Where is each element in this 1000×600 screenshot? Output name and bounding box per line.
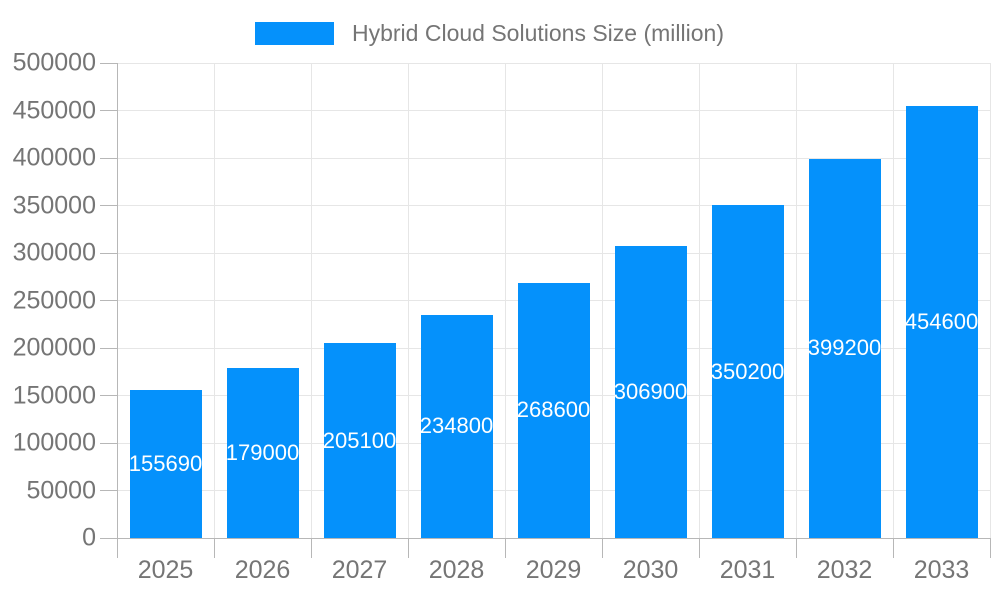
y-axis-tick [100, 537, 117, 539]
y-axis-tick-label: 250000 [12, 286, 96, 314]
bar: 399200 [807, 158, 882, 538]
y-axis-tick [100, 300, 117, 301]
x-axis-category-label: 2031 [719, 556, 776, 584]
y-axis-tick [100, 252, 117, 254]
bar-value-label: 205100 [322, 427, 397, 453]
bar: 155690 [128, 390, 203, 538]
v-gridline [698, 63, 700, 538]
x-axis-category-label: 2029 [525, 556, 582, 584]
v-gridline [989, 63, 991, 538]
chart-legend: Hybrid Cloud Solutions Size (million) [255, 20, 724, 46]
y-axis-tick-label: 200000 [12, 333, 96, 362]
x-axis-tick [310, 538, 312, 558]
bar: 454600 [904, 106, 979, 538]
y-axis-tick-label: 350000 [12, 191, 96, 219]
x-axis-tick [213, 538, 215, 558]
legend-swatch [255, 21, 334, 45]
bar-value-label: 268600 [516, 397, 591, 423]
x-axis-tick [407, 538, 409, 558]
h-gridline [117, 205, 990, 206]
h-gridline [117, 157, 990, 159]
y-axis-tick-label: 300000 [12, 238, 96, 267]
bar-value-label: 234800 [419, 413, 494, 439]
bar-value-label: 399200 [807, 335, 882, 361]
v-gridline [601, 63, 603, 538]
y-axis-tick-label: 450000 [12, 96, 96, 124]
bar: 234800 [419, 314, 494, 538]
h-gridline [117, 62, 990, 64]
legend-label: Hybrid Cloud Solutions Size (million) [352, 19, 724, 46]
x-axis-category-label: 2032 [816, 556, 873, 584]
bar: 350200 [710, 205, 785, 538]
h-gridline [117, 252, 990, 254]
y-axis-tick-label: 50000 [26, 476, 96, 504]
y-axis-tick-label: 150000 [12, 381, 96, 409]
y-axis-tick [100, 347, 117, 349]
h-gridline [117, 110, 990, 111]
x-axis-line [117, 537, 990, 539]
y-axis-tick-label: 0 [82, 523, 96, 552]
x-axis-tick [892, 538, 894, 558]
x-axis-tick [698, 538, 700, 558]
y-axis-tick-label: 100000 [12, 428, 96, 457]
x-axis-tick [989, 538, 991, 558]
bar-value-label: 155690 [128, 451, 203, 477]
x-axis-category-label: 2026 [234, 556, 291, 584]
y-axis-tick-label: 400000 [12, 143, 96, 172]
y-axis-line [116, 63, 118, 538]
v-gridline [213, 63, 215, 538]
bar: 205100 [322, 343, 397, 538]
y-axis-tick [100, 442, 117, 444]
v-gridline [310, 63, 312, 538]
v-gridline [504, 63, 506, 538]
y-axis-tick [100, 157, 117, 159]
y-axis-tick-label: 500000 [12, 48, 96, 77]
y-axis-tick [100, 205, 117, 206]
x-axis-category-label: 2027 [331, 556, 388, 584]
y-axis-tick [100, 62, 117, 64]
x-axis-category-label: 2030 [622, 556, 679, 584]
bar: 179000 [225, 367, 300, 538]
v-gridline [407, 63, 409, 538]
bar: 268600 [516, 282, 591, 538]
x-axis-tick [504, 538, 506, 558]
x-axis-tick [601, 538, 603, 558]
x-axis-tick [795, 538, 797, 558]
y-axis-tick [100, 395, 117, 396]
v-gridline [795, 63, 797, 538]
bar-value-label: 306900 [613, 379, 688, 405]
y-axis-tick [100, 110, 117, 111]
bar-value-label: 350200 [710, 358, 785, 384]
x-axis-category-label: 2025 [137, 556, 194, 584]
bar-value-label: 179000 [225, 439, 300, 465]
y-axis-tick [100, 490, 117, 491]
x-axis-category-label: 2028 [428, 556, 485, 584]
x-axis-category-label: 2033 [913, 556, 970, 584]
bar-value-label: 454600 [904, 309, 979, 335]
v-gridline [892, 63, 894, 538]
bar: 306900 [613, 246, 688, 538]
x-axis-tick [116, 538, 118, 558]
